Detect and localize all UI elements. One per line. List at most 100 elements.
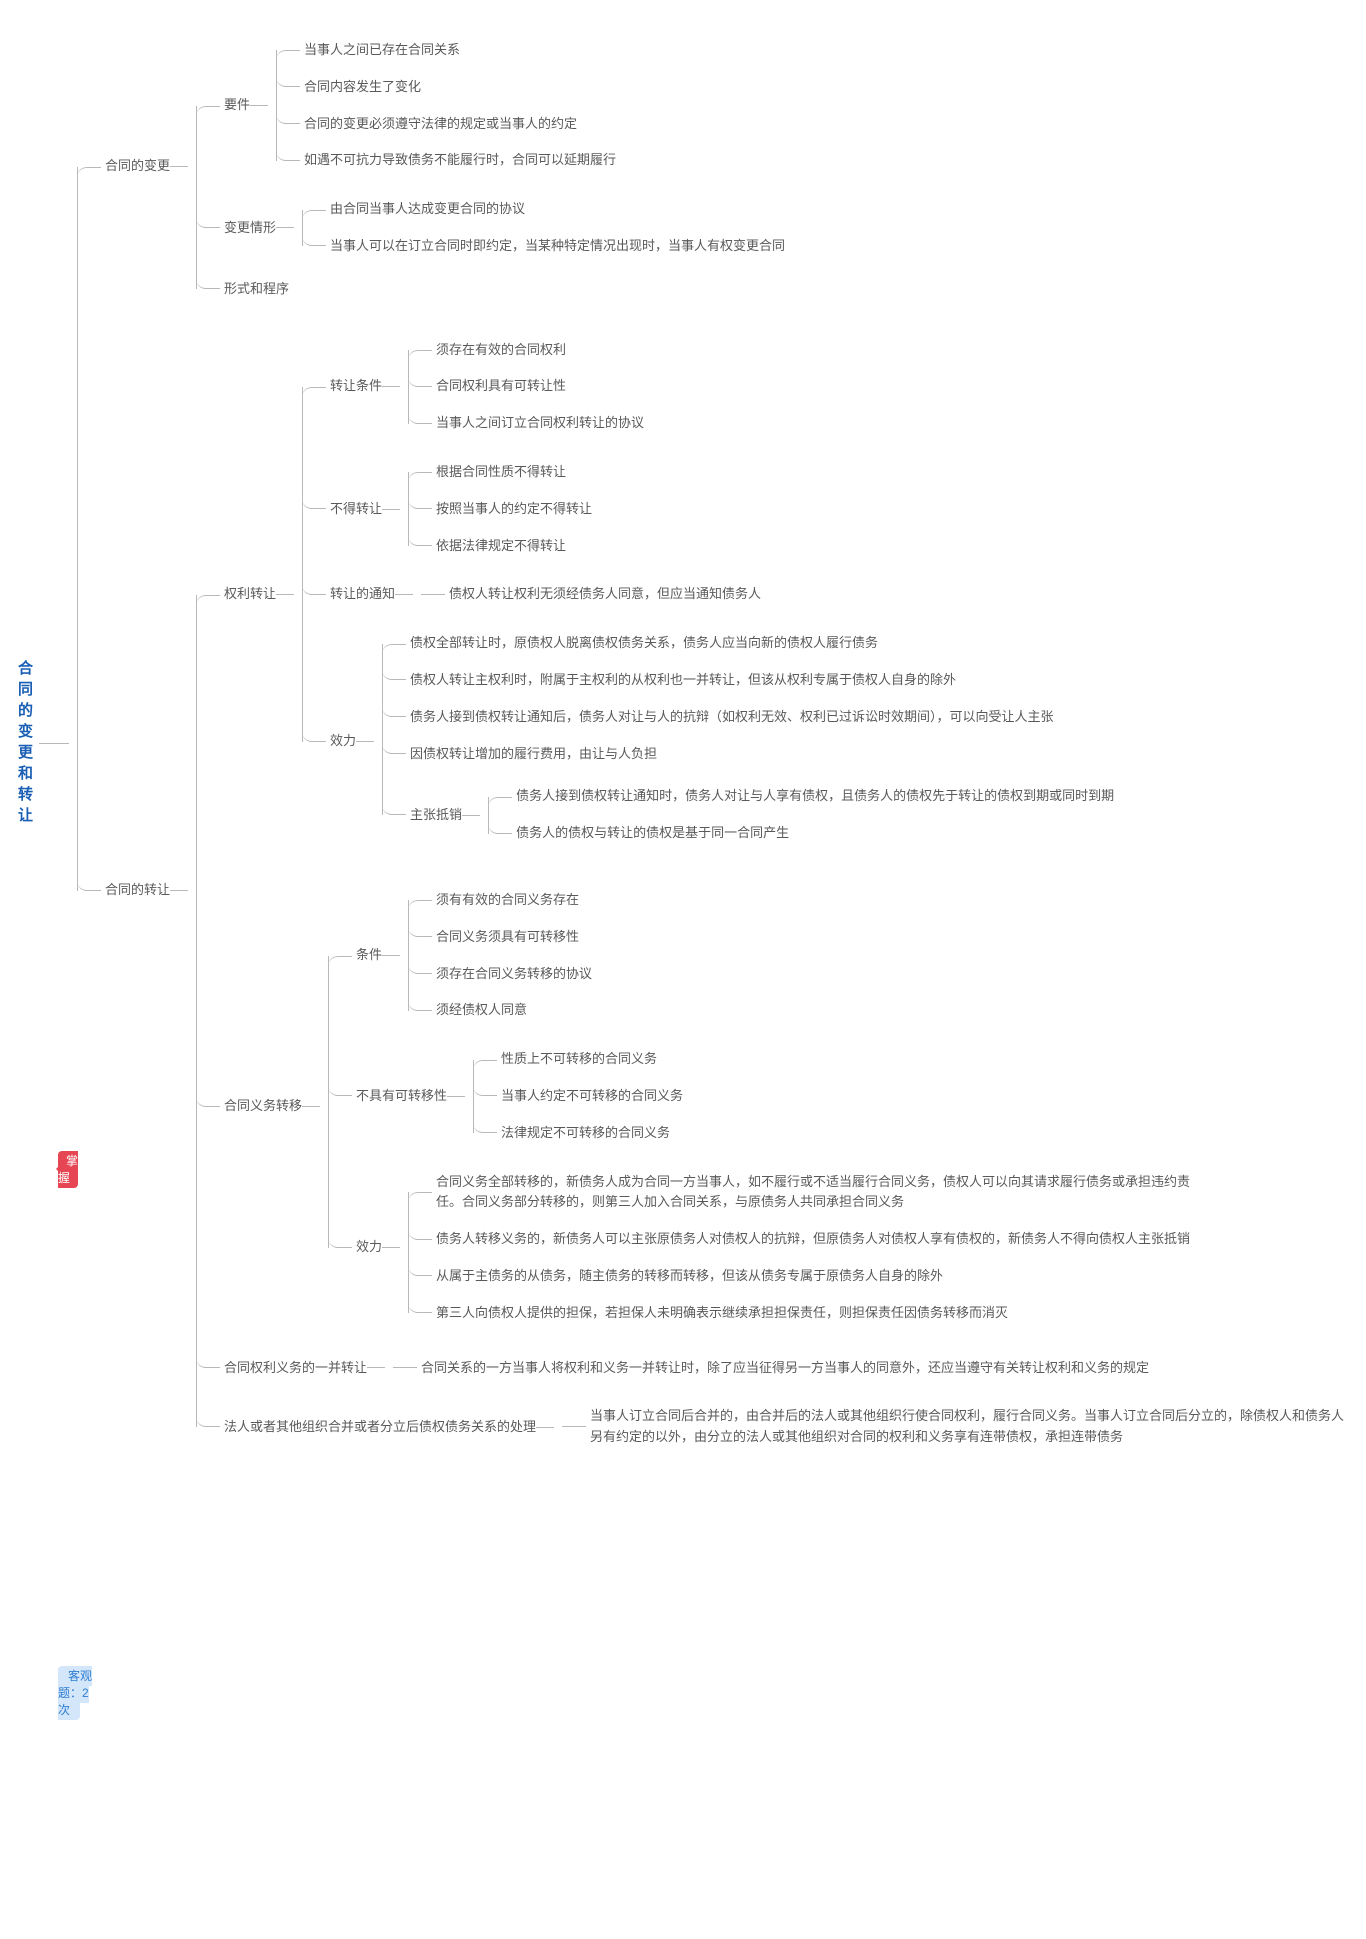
tree-children: 合同的变更 要件 当事人之间已存在合同关系合同内容发生了变化合同的变更必须遵守法律的…	[69, 20, 1350, 1468]
node-label: 合同义务须具有可转移性	[436, 925, 579, 950]
connector	[382, 386, 400, 387]
node-label: 法律规定不可转移的合同义务	[501, 1121, 670, 1146]
node-label: 由合同当事人达成变更合同的协议	[330, 197, 525, 222]
node-label: 债务人的债权与转让的债权是基于同一合同产生	[516, 821, 789, 846]
node-label: 按照当事人的约定不得转让	[436, 497, 592, 522]
tree-node: 当事人订立合同后合并的，由合并后的法人或其他组织行使合同权利，履行合同义务。当事…	[562, 1398, 1350, 1456]
tree-node: 当事人之间已存在合同关系	[276, 32, 616, 69]
node-label: 当事人约定不可转移的合同义务	[501, 1084, 683, 1109]
tree-node: 债务人的债权与转让的债权是基于同一合同产生	[488, 815, 1114, 852]
tree-node: 形式和程序	[196, 271, 785, 308]
tree-node: 如遇不可抗力导致债务不能履行时，合同可以延期履行	[276, 142, 616, 179]
node-label: 债权人转让权利无须经债务人同意，但应当通知债务人	[449, 582, 761, 607]
root-node: 合同的变更和转让 掌握 客观题：2次	[10, 652, 39, 836]
connector	[382, 955, 400, 956]
connector	[302, 1106, 320, 1107]
node-label: 转让的通知	[330, 582, 395, 607]
tree-node: 要件 当事人之间已存在合同关系合同内容发生了变化合同的变更必须遵守法律的规定或当事…	[196, 26, 785, 185]
tree-node: 因债权转让增加的履行费用，由让与人负担	[382, 736, 1114, 773]
tree-node: 权利转让转让条件须存在有效的合同权利合同权利具有可转让性当事人之间订立合同权利转…	[196, 320, 1350, 870]
tree-node: 法律规定不可转移的合同义务	[473, 1115, 683, 1152]
node-label: 须有有效的合同义务存在	[436, 888, 579, 913]
node-label: 第三人向债权人提供的担保，若担保人未明确表示继续承担担保责任，则担保责任因债务转…	[436, 1301, 1008, 1326]
node-label: 当事人之间订立合同权利转让的协议	[436, 411, 644, 436]
badge-master: 掌握	[58, 1152, 78, 1186]
tree-node: 须有有效的合同义务存在	[408, 882, 592, 919]
tree-node: 转让的通知 债权人转让权利无须经债务人同意，但应当通知债务人	[302, 570, 1114, 619]
connector	[170, 166, 188, 167]
node-label: 性质上不可转移的合同义务	[501, 1047, 657, 1072]
connector	[276, 594, 294, 595]
connector	[170, 890, 188, 891]
tree-node: 第三人向债权人提供的担保，若担保人未明确表示继续承担担保责任，则担保责任因债务转…	[408, 1295, 1196, 1332]
node-label: 债权人转让主权利时，附属于主权利的从权利也一并转让，但该从权利专属于债权人自身的…	[410, 668, 956, 693]
tree-node: 合同义务须具有可转移性	[408, 919, 592, 956]
node-label: 债务人转移义务的，新债务人可以主张原债务人对债权人的抗辩，但原债务人对债权人享有…	[436, 1227, 1190, 1252]
tree-node: 合同的转让权利转让转让条件须存在有效的合同权利合同权利具有可转让性当事人之间订立…	[77, 314, 1350, 1468]
badge-objective: 客观题：2次	[58, 1667, 92, 1718]
tree-node: 性质上不可转移的合同义务	[473, 1041, 683, 1078]
node-label: 效力	[330, 729, 356, 754]
tree-node: 债权人转让权利无须经债务人同意，但应当通知债务人	[421, 576, 761, 613]
node-label: 当事人可以在订立合同时即约定，当某种特定情况出现时，当事人有权变更合同	[330, 234, 785, 259]
node-label: 合同义务转移	[224, 1094, 302, 1119]
tree-node: 条件 须有有效的合同义务存在合同义务须具有可转移性须存在合同义务转移的协议须经债权…	[328, 876, 1196, 1035]
connector	[356, 741, 374, 742]
node-label: 合同关系的一方当事人将权利和义务一并转让时，除了应当征得另一方当事人的同意外，还…	[421, 1356, 1149, 1381]
connector	[250, 105, 268, 106]
tree-node: 合同的变更 要件 当事人之间已存在合同关系合同内容发生了变化合同的变更必须遵守法律的…	[77, 20, 1350, 314]
tree-node: 当事人约定不可转移的合同义务	[473, 1078, 683, 1115]
tree-node: 转让条件须存在有效的合同权利合同权利具有可转让性当事人之间订立合同权利转让的协议	[302, 326, 1114, 448]
connector	[447, 1096, 465, 1097]
connector	[536, 1427, 554, 1428]
tree-node: 债权人转让主权利时，附属于主权利的从权利也一并转让，但该从权利专属于债权人自身的…	[382, 662, 1114, 699]
node-label: 因债权转让增加的履行费用，由让与人负担	[410, 742, 657, 767]
tree-node: 从属于主债务的从债务，随主债务的转移而转移，但该从债务专属于原债务人自身的除外	[408, 1258, 1196, 1295]
node-label: 须存在合同义务转移的协议	[436, 962, 592, 987]
tree-node: 须经债权人同意	[408, 992, 592, 1029]
tree-node: 合同关系的一方当事人将权利和义务一并转让时，除了应当征得另一方当事人的同意外，还…	[393, 1350, 1149, 1387]
connector	[395, 594, 413, 595]
node-label: 合同的转让	[105, 878, 170, 903]
tree-node: 合同权利具有可转让性	[408, 368, 644, 405]
tree-node: 债务人接到债权转让通知时，债务人对让与人享有债权，且债务人的债权先于转让的债权到…	[488, 778, 1114, 815]
badge-objective-text: 客观题：2次	[58, 1666, 92, 1720]
node-label: 合同义务全部转移的，新债务人成为合同一方当事人，如不履行或不适当履行合同义务，债…	[436, 1170, 1196, 1216]
node-label: 效力	[356, 1235, 382, 1260]
node-label: 债务人接到债权转让通知时，债务人对让与人享有债权，且债务人的债权先于转让的债权到…	[516, 784, 1114, 809]
node-label: 转让条件	[330, 374, 382, 399]
badge-master-text: 掌握	[58, 1151, 78, 1188]
root-label: 合同的变更和转让	[10, 652, 39, 836]
connector	[382, 1247, 400, 1248]
node-label: 当事人之间已存在合同关系	[304, 38, 460, 63]
node-label: 从属于主债务的从债务，随主债务的转移而转移，但该从债务专属于原债务人自身的除外	[436, 1264, 943, 1289]
tree-node: 根据合同性质不得转让	[408, 454, 592, 491]
node-label: 权利转让	[224, 582, 276, 607]
tree-node: 债权全部转让时，原债权人脱离债权债务关系，债务人应当向新的债权人履行债务	[382, 625, 1114, 662]
tree-node: 债务人接到债权转让通知后，债务人对让与人的抗辩（如权利无效、权利已过诉讼时效期间…	[382, 699, 1114, 736]
tree-node: 效力 债权全部转让时，原债权人脱离债权债务关系，债务人应当向新的债权人履行债务债权…	[302, 619, 1114, 864]
tree-node: 合同权利义务的一并转让 合同关系的一方当事人将权利和义务一并转让时，除了应当征得另…	[196, 1344, 1350, 1393]
node-label: 合同的变更	[105, 154, 170, 179]
tree-node: 须存在合同义务转移的协议	[408, 956, 592, 993]
node-label: 合同的变更必须遵守法律的规定或当事人的约定	[304, 112, 577, 137]
node-label: 法人或者其他组织合并或者分立后债权债务关系的处理	[224, 1415, 536, 1440]
connector	[367, 1367, 385, 1368]
node-label: 债权全部转让时，原债权人脱离债权债务关系，债务人应当向新的债权人履行债务	[410, 631, 878, 656]
node-label: 要件	[224, 93, 250, 118]
connector	[462, 815, 480, 816]
tree-node: 合同义务转移 条件 须有有效的合同义务存在合同义务须具有可转移性须存在合同义务转移的…	[196, 870, 1350, 1344]
tree-node: 按照当事人的约定不得转让	[408, 491, 592, 528]
node-label: 须经债权人同意	[436, 998, 527, 1023]
node-label: 依据法律规定不得转让	[436, 534, 566, 559]
tree-node: 当事人可以在订立合同时即约定，当某种特定情况出现时，当事人有权变更合同	[302, 228, 785, 265]
tree-node: 效力 合同义务全部转移的，新债务人成为合同一方当事人，如不履行或不适当履行合同义务…	[328, 1158, 1196, 1338]
node-label: 条件	[356, 943, 382, 968]
tree-node: 不具有可转移性性质上不可转移的合同义务当事人约定不可转移的合同义务法律规定不可转…	[328, 1035, 1196, 1157]
tree-node: 合同的变更必须遵守法律的规定或当事人的约定	[276, 106, 616, 143]
tree-node: 变更情形由合同当事人达成变更合同的协议当事人可以在订立合同时即约定，当某种特定情…	[196, 185, 785, 271]
node-label: 合同权利义务的一并转让	[224, 1356, 367, 1381]
mindmap-root: 合同的变更和转让 掌握 客观题：2次 合同的变更要件当事人之间已存在合同关系合同…	[10, 20, 1356, 1468]
node-label: 合同内容发生了变化	[304, 75, 421, 100]
node-label: 不得转让	[330, 497, 382, 522]
